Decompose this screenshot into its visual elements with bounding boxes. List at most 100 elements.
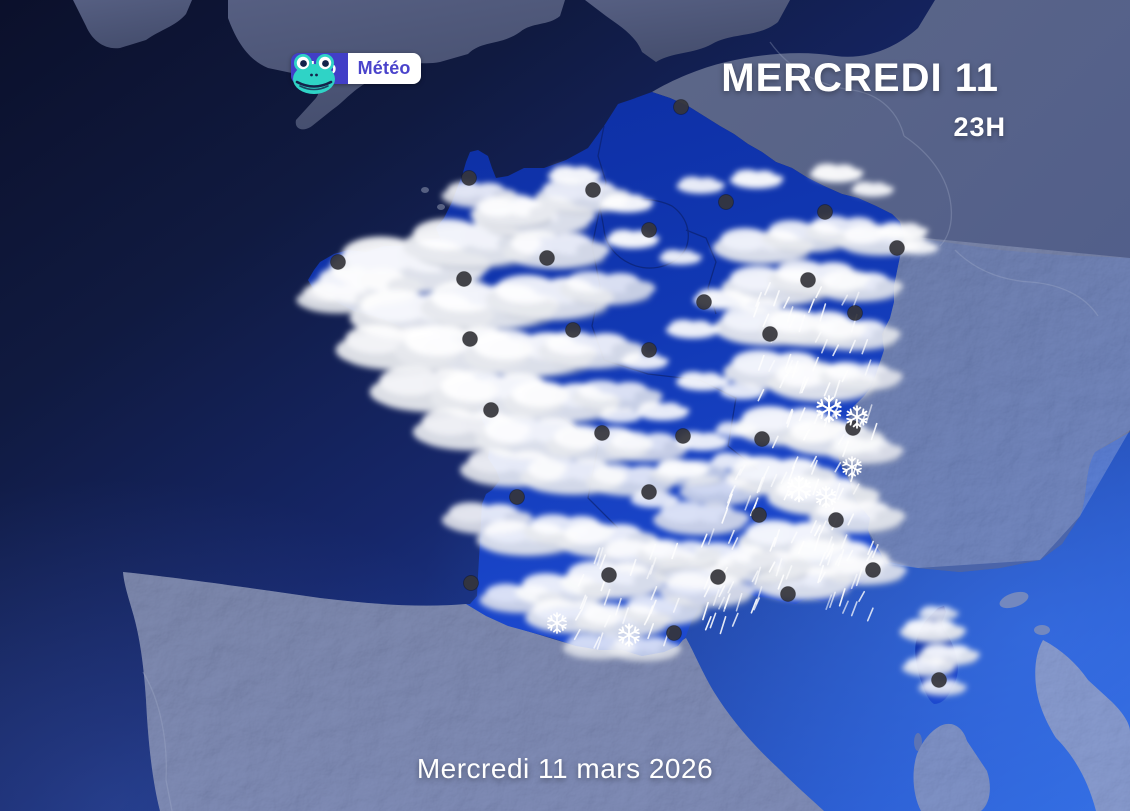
cloud	[636, 401, 690, 421]
frog-icon	[293, 54, 335, 94]
rain-streak	[819, 303, 827, 322]
cloud	[559, 271, 656, 307]
rain-streak	[672, 597, 680, 613]
rain-streak	[700, 533, 708, 548]
city-dot	[847, 305, 863, 321]
cloud	[630, 490, 679, 509]
rain-streak	[825, 594, 833, 611]
cloud	[715, 421, 758, 438]
rain-streak	[810, 455, 817, 468]
rain-streak	[803, 429, 810, 441]
city-dot	[601, 567, 617, 583]
city-dot	[817, 204, 833, 220]
rain-streak	[646, 564, 654, 580]
city-dot	[666, 625, 682, 641]
rain-streak	[577, 574, 585, 587]
rain-streak	[814, 331, 822, 343]
rain-streak	[727, 581, 735, 594]
rain-streak	[846, 549, 854, 562]
rain-streak	[838, 433, 845, 445]
cloud	[676, 371, 730, 391]
rain-streak	[573, 628, 581, 641]
rain-streak	[799, 375, 807, 394]
cloud	[819, 361, 903, 393]
rain-streak	[786, 306, 794, 323]
cloud	[653, 501, 750, 537]
city-dot	[751, 507, 767, 523]
rain-streak	[757, 354, 765, 371]
city-dot	[456, 271, 472, 287]
rain-streak	[841, 370, 849, 383]
rain-streak	[815, 286, 823, 299]
channel-logo: Neo Météo	[291, 53, 421, 94]
rain-streak	[785, 565, 793, 580]
rain-streak	[812, 356, 819, 372]
cloud	[739, 297, 782, 314]
rain-streak	[718, 596, 725, 610]
forecast-header: MERCREDI 11 23H	[721, 56, 1005, 143]
rain-streak	[773, 290, 780, 307]
city-dot	[565, 322, 581, 338]
city-dot	[330, 254, 346, 270]
rain-streak	[812, 478, 820, 496]
city-dot	[641, 222, 657, 238]
rain-streak	[615, 597, 622, 616]
cloud	[470, 197, 556, 229]
forecast-hour: 23H	[953, 112, 1006, 142]
rain-streak	[599, 554, 607, 570]
rain-streak	[754, 566, 762, 585]
rain-streak	[758, 476, 766, 493]
rain-streak	[738, 464, 746, 476]
rain-streak	[773, 529, 781, 547]
rain-streak	[864, 359, 872, 376]
cloud	[810, 163, 864, 183]
rain-streak	[786, 359, 793, 374]
rain-layer	[573, 282, 879, 650]
rain-streak	[768, 360, 776, 372]
rain-streak	[825, 536, 833, 553]
rain-streak	[801, 378, 808, 394]
city-dot	[594, 425, 610, 441]
city-dot	[641, 342, 657, 358]
rain-streak	[833, 379, 841, 398]
cloud	[548, 165, 602, 185]
rain-streak	[826, 547, 834, 566]
rain-streak	[762, 313, 770, 328]
rain-streak	[735, 592, 743, 612]
rain-streak	[842, 440, 849, 457]
city-dot	[710, 569, 726, 585]
rain-streak	[870, 422, 878, 441]
rain-streak	[819, 520, 827, 534]
rain-streak	[786, 410, 794, 428]
city-dot	[754, 431, 770, 447]
rain-streak	[762, 465, 770, 479]
rain-streak	[834, 553, 842, 566]
cloud	[826, 436, 904, 465]
cloud	[666, 319, 720, 339]
city-dot	[463, 575, 479, 591]
city-dot	[539, 250, 555, 266]
rain-streak	[855, 568, 863, 587]
rain-streak	[593, 547, 601, 565]
city-dot	[509, 489, 525, 505]
cloud	[809, 318, 901, 352]
forecast-day-title: MERCREDI 11	[721, 56, 999, 100]
rain-streak	[649, 599, 657, 615]
rain-streak	[788, 314, 796, 329]
rain-streak	[779, 375, 787, 389]
city-dot	[696, 294, 712, 310]
rain-streak	[718, 585, 726, 598]
cloud	[730, 169, 784, 189]
city-dot	[762, 326, 778, 342]
rain-streak	[813, 409, 821, 425]
cloud	[917, 643, 980, 667]
cloud	[851, 181, 894, 198]
rain-streak	[808, 298, 815, 314]
rain-streak	[833, 482, 841, 501]
rain-streak	[764, 282, 771, 296]
rain-streak	[842, 600, 849, 614]
rain-streak	[725, 493, 733, 510]
rain-streak	[734, 468, 742, 481]
